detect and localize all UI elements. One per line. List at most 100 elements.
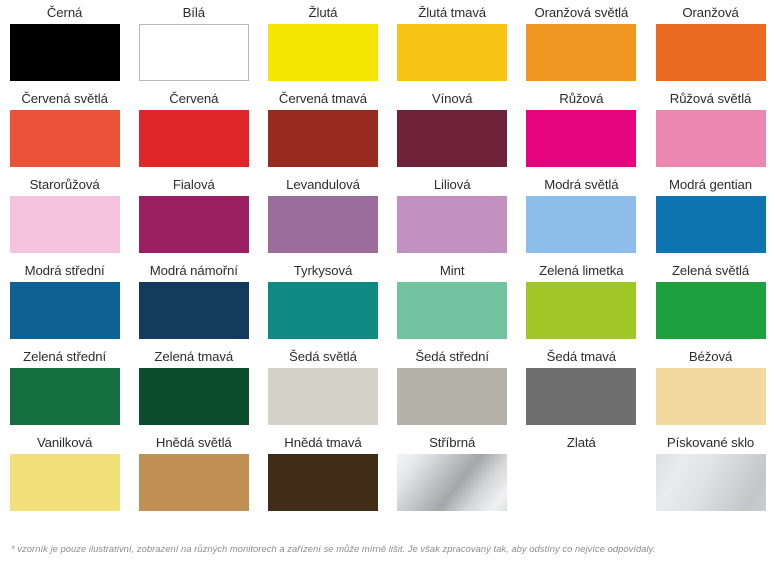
swatch-label: Bílá xyxy=(182,5,205,20)
swatch-color-chip[interactable] xyxy=(526,368,637,425)
swatch-label: Modrá námořní xyxy=(149,263,238,278)
swatch-color-chip[interactable] xyxy=(267,368,378,425)
swatch-cell[interactable]: Zelená světlá xyxy=(646,262,775,348)
swatch-cell[interactable]: Zelená střední xyxy=(0,348,129,434)
swatch-cell[interactable]: Zelená tmavá xyxy=(129,348,258,434)
swatch-color-chip[interactable] xyxy=(655,368,766,425)
swatch-cell[interactable]: Růžová světlá xyxy=(646,90,775,176)
swatch-label: Růžová světlá xyxy=(669,91,752,106)
swatch-label: Zelená tmavá xyxy=(154,349,234,364)
color-swatch-grid: Černá Bílá Žlutá Žlutá tmavá Oranžová světlá… xyxy=(0,4,775,520)
swatch-color-chip[interactable] xyxy=(397,24,508,81)
swatch-cell[interactable]: Béžová xyxy=(646,348,775,434)
swatch-cell[interactable]: Šedá tmavá xyxy=(517,348,646,434)
swatch-color-chip[interactable] xyxy=(526,454,636,511)
swatch-color-chip[interactable] xyxy=(9,368,120,425)
swatch-label: Šedá světlá xyxy=(289,349,357,364)
swatch-cell[interactable]: Hnědá světlá xyxy=(129,434,258,520)
swatch-label: Černá xyxy=(46,5,83,20)
swatch-cell[interactable]: Modrá gentian xyxy=(646,176,775,262)
swatch-cell[interactable]: Hnědá tmavá xyxy=(258,434,387,520)
swatch-label: Modrá světlá xyxy=(544,177,619,192)
swatch-cell[interactable]: Šedá střední xyxy=(388,348,517,434)
swatch-color-chip[interactable] xyxy=(397,110,508,167)
swatch-cell[interactable]: Stříbrná xyxy=(388,434,517,520)
swatch-cell[interactable]: Žlutá tmavá xyxy=(388,4,517,90)
swatch-cell[interactable]: Červená xyxy=(129,90,258,176)
swatch-cell[interactable]: Zlatá xyxy=(517,434,646,520)
swatch-label: Modrá gentian xyxy=(669,177,753,192)
swatch-label: Modrá střední xyxy=(24,263,105,278)
swatch-color-chip[interactable] xyxy=(526,282,637,339)
swatch-color-chip[interactable] xyxy=(138,282,249,339)
swatch-cell[interactable]: Žlutá xyxy=(258,4,387,90)
swatch-label: Zelená světlá xyxy=(671,263,750,278)
swatch-cell[interactable]: Červená tmavá xyxy=(258,90,387,176)
swatch-color-chip[interactable] xyxy=(138,196,249,253)
swatch-label: Stříbrná xyxy=(429,435,476,450)
swatch-color-chip[interactable] xyxy=(138,110,249,167)
swatch-color-chip[interactable] xyxy=(397,368,508,425)
swatch-color-chip[interactable] xyxy=(526,196,637,253)
swatch-color-chip[interactable] xyxy=(526,24,637,81)
swatch-color-chip[interactable] xyxy=(526,110,637,167)
swatch-color-chip[interactable] xyxy=(655,454,766,511)
swatch-color-chip[interactable] xyxy=(397,282,508,339)
swatch-cell[interactable]: Levandulová xyxy=(258,176,387,262)
swatch-label: Žlutá xyxy=(308,5,338,20)
swatch-color-chip[interactable] xyxy=(138,24,249,81)
swatch-color-chip[interactable] xyxy=(655,282,766,339)
swatch-cell[interactable]: Vínová xyxy=(388,90,517,176)
swatch-label: Vínová xyxy=(431,91,473,106)
swatch-cell[interactable]: Oranžová xyxy=(646,4,775,90)
swatch-cell[interactable]: Zelená limetka xyxy=(517,262,646,348)
swatch-color-chip[interactable] xyxy=(267,282,378,339)
swatch-cell[interactable]: Černá xyxy=(0,4,129,90)
swatch-color-chip[interactable] xyxy=(267,24,378,81)
swatch-color-chip[interactable] xyxy=(397,196,508,253)
swatch-label: Zelená limetka xyxy=(539,263,624,278)
swatch-label: Šedá tmavá xyxy=(546,349,617,364)
swatch-cell[interactable]: Oranžová světlá xyxy=(517,4,646,90)
swatch-color-chip[interactable] xyxy=(267,196,378,253)
swatch-cell[interactable]: Modrá světlá xyxy=(517,176,646,262)
swatch-label: Mint xyxy=(439,263,465,278)
swatch-label: Zlatá xyxy=(566,435,596,450)
swatch-cell[interactable]: Bílá xyxy=(129,4,258,90)
swatch-cell[interactable]: Tyrkysová xyxy=(258,262,387,348)
swatch-cell[interactable]: Starorůžová xyxy=(0,176,129,262)
swatch-color-chip[interactable] xyxy=(9,110,120,167)
swatch-color-chip[interactable] xyxy=(138,368,249,425)
swatch-label: Oranžová xyxy=(682,5,739,20)
swatch-cell[interactable]: Vanilková xyxy=(0,434,129,520)
swatch-label: Červená xyxy=(169,91,219,106)
footnote-disclaimer: * vzorník je pouze ilustrativní, zobraze… xyxy=(11,543,656,554)
swatch-cell[interactable]: Růžová xyxy=(517,90,646,176)
swatch-label: Vanilková xyxy=(36,435,93,450)
swatch-color-chip[interactable] xyxy=(9,454,120,511)
swatch-label: Červená světlá xyxy=(21,91,108,106)
swatch-label: Béžová xyxy=(688,349,733,364)
swatch-label: Oranžová světlá xyxy=(534,5,629,20)
swatch-label: Levandulová xyxy=(286,177,360,192)
swatch-color-chip[interactable] xyxy=(655,110,766,167)
swatch-color-chip[interactable] xyxy=(267,454,378,511)
swatch-cell[interactable]: Mint xyxy=(388,262,517,348)
swatch-cell[interactable]: Modrá střední xyxy=(0,262,129,348)
swatch-cell[interactable]: Pískované sklo xyxy=(646,434,775,520)
swatch-color-chip[interactable] xyxy=(655,24,766,81)
swatch-cell[interactable]: Modrá námořní xyxy=(129,262,258,348)
swatch-cell[interactable]: Červená světlá xyxy=(0,90,129,176)
swatch-color-chip[interactable] xyxy=(9,196,120,253)
swatch-color-chip[interactable] xyxy=(397,454,508,511)
swatch-color-chip[interactable] xyxy=(267,110,378,167)
swatch-cell[interactable]: Šedá světlá xyxy=(258,348,387,434)
swatch-label: Fialová xyxy=(172,177,215,192)
swatch-color-chip[interactable] xyxy=(655,196,766,253)
swatch-cell[interactable]: Fialová xyxy=(129,176,258,262)
swatch-color-chip[interactable] xyxy=(138,454,249,511)
swatch-cell[interactable]: Liliová xyxy=(388,176,517,262)
swatch-color-chip[interactable] xyxy=(9,282,120,339)
swatch-color-chip[interactable] xyxy=(9,24,120,81)
swatch-label: Hnědá tmavá xyxy=(284,435,362,450)
